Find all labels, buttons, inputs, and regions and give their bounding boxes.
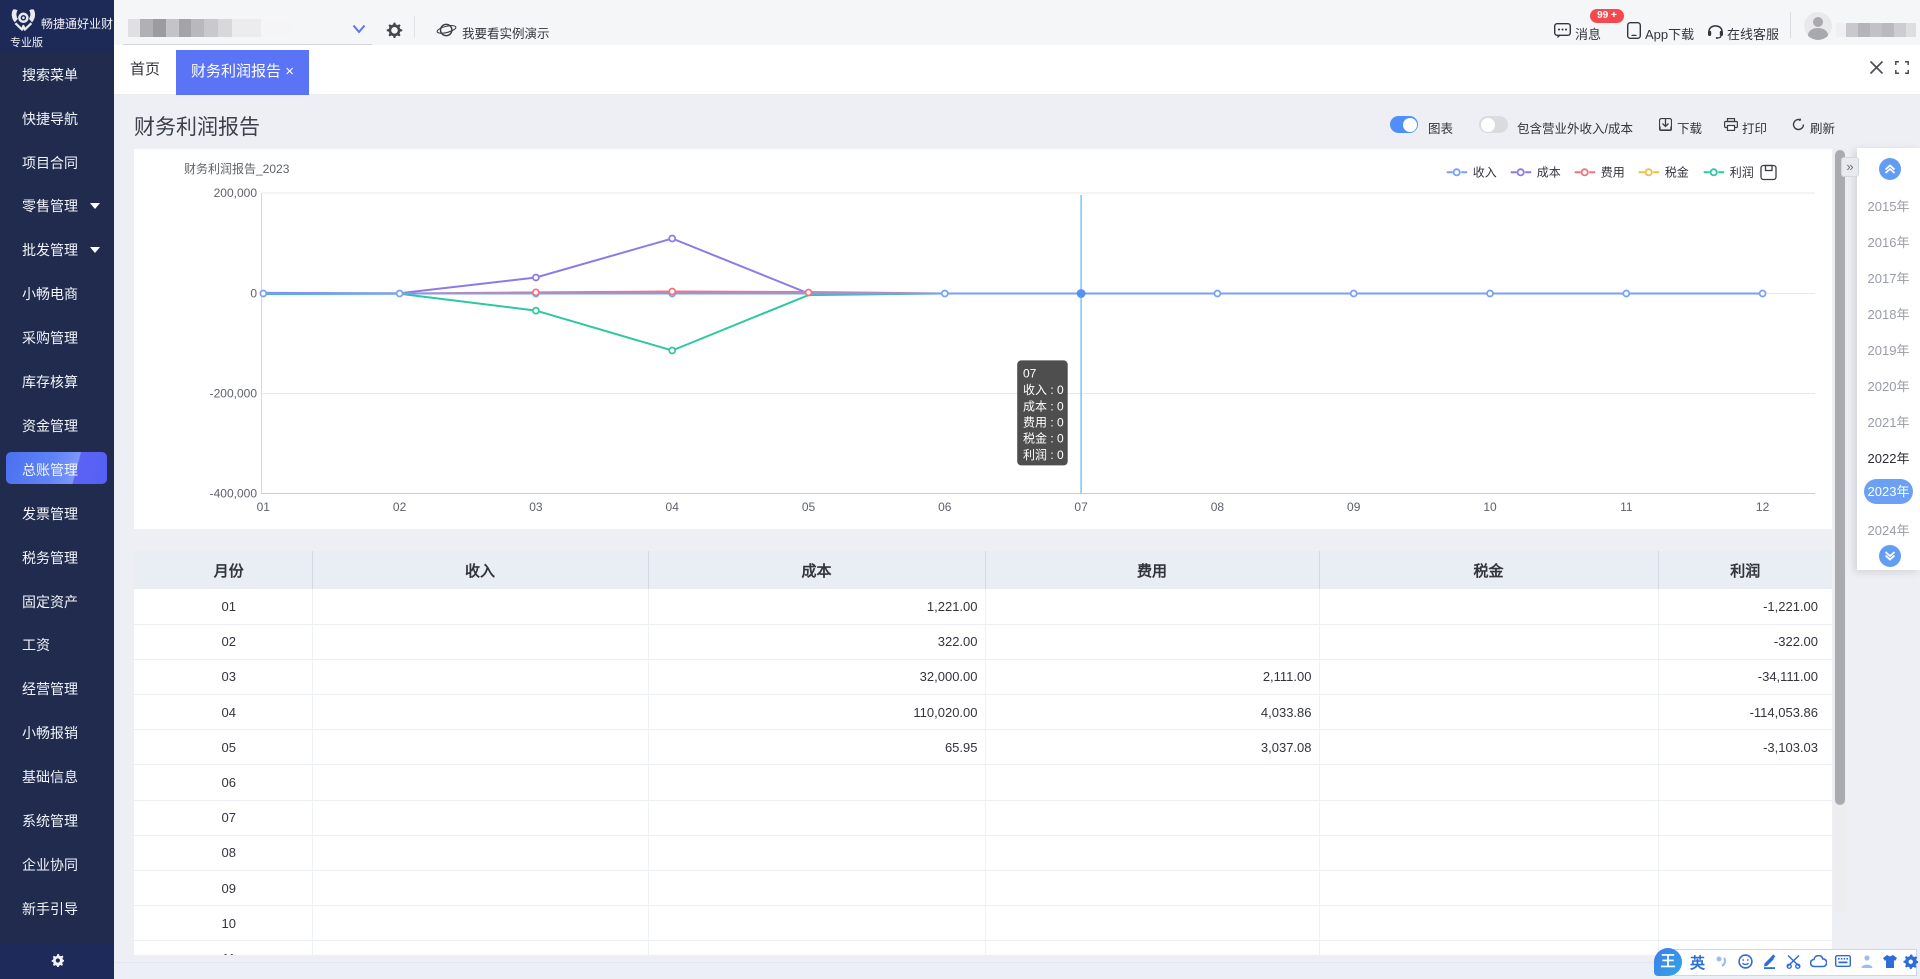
- svg-text:利润: 利润: [1730, 166, 1754, 180]
- svg-text:税金: 税金: [1665, 165, 1689, 180]
- svg-text:06: 06: [938, 500, 952, 514]
- svg-text:收入 : 0: 收入 : 0: [1023, 383, 1064, 397]
- svg-text:11: 11: [1620, 500, 1633, 514]
- svg-text:收入: 收入: [1473, 166, 1497, 180]
- svg-text:费用 : 0: 费用 : 0: [1023, 416, 1064, 430]
- svg-text:税金 : 0: 税金 : 0: [1023, 431, 1064, 446]
- svg-text:-400,000: -400,000: [210, 487, 258, 501]
- svg-text:04: 04: [666, 500, 680, 514]
- svg-text:10: 10: [1483, 500, 1497, 514]
- svg-text:成本 : 0: 成本 : 0: [1023, 400, 1064, 414]
- svg-text:05: 05: [802, 500, 816, 514]
- svg-text:08: 08: [1211, 500, 1225, 514]
- svg-text:200,000: 200,000: [214, 186, 258, 200]
- svg-text:成本: 成本: [1537, 166, 1561, 180]
- svg-text:07: 07: [1074, 500, 1088, 514]
- svg-text:07: 07: [1023, 366, 1037, 380]
- svg-text:-200,000: -200,000: [210, 387, 258, 401]
- svg-text:03: 03: [529, 500, 543, 514]
- svg-text:费用: 费用: [1601, 166, 1625, 180]
- svg-text:01: 01: [257, 500, 271, 514]
- svg-text:利润 : 0: 利润 : 0: [1023, 448, 1064, 462]
- svg-text:0: 0: [250, 287, 257, 301]
- svg-text:财务利润报告_2023: 财务利润报告_2023: [184, 161, 290, 176]
- svg-text:09: 09: [1347, 500, 1361, 514]
- svg-text:02: 02: [393, 500, 407, 514]
- svg-text:12: 12: [1756, 500, 1770, 514]
